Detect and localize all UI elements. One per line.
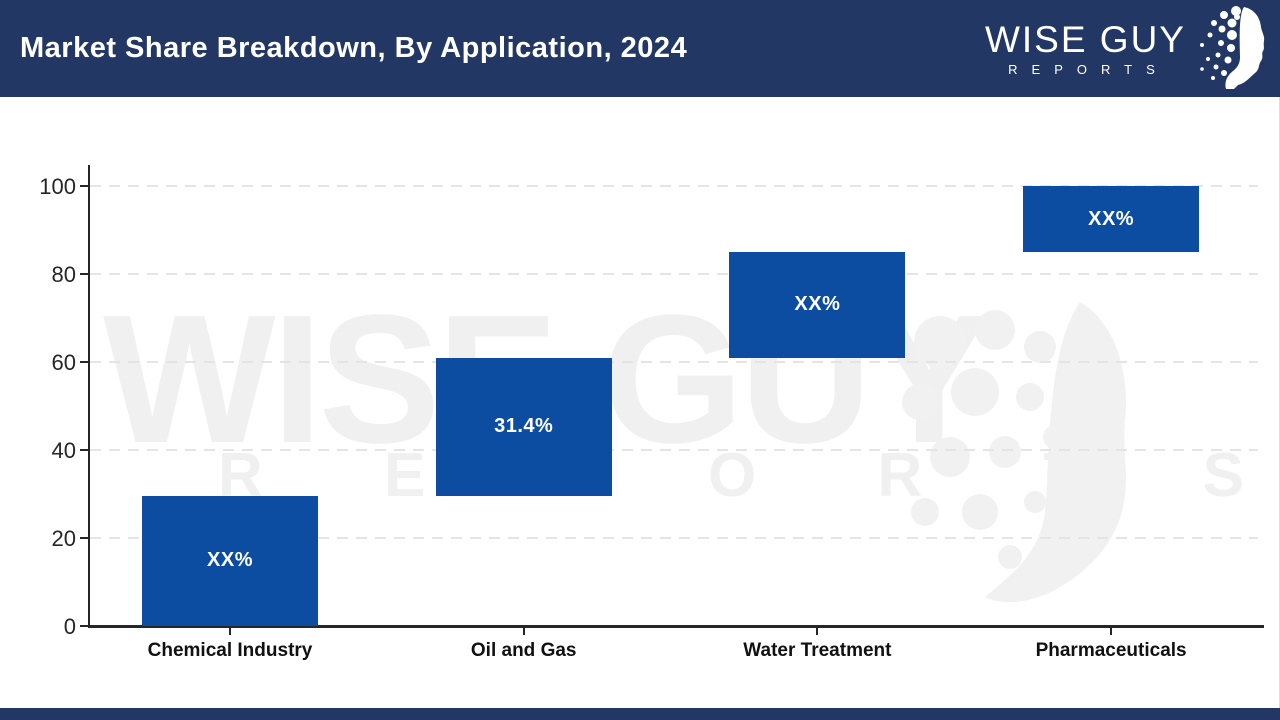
x-tick-label-water-treatment: Water Treatment <box>743 640 892 661</box>
y-tick-label-60: 60 <box>51 350 76 375</box>
x-tick-label-pharmaceuticals: Pharmaceuticals <box>1035 640 1187 661</box>
x-tick-mark-pharmaceuticals <box>1110 628 1113 635</box>
y-tick-label-0: 0 <box>63 614 76 639</box>
header-band: Market Share Breakdown, By Application, … <box>0 0 1280 97</box>
y-tick-label-20: 20 <box>51 526 76 551</box>
bar-oil-and-gas: 31.4% <box>435 357 612 496</box>
x-tick-label-oil-and-gas: Oil and Gas <box>470 640 577 661</box>
logo-subtitle: REPORTS <box>1008 62 1169 77</box>
bar-value-label-chemical-industry: XX% <box>207 549 253 572</box>
dotted-head-icon <box>1188 3 1266 94</box>
y-tick-mark-0 <box>80 625 88 627</box>
bar-water-treatment: XX% <box>729 252 906 358</box>
gridline-80 <box>90 273 1258 275</box>
y-tick-mark-20 <box>80 537 88 539</box>
wise-guy-reports-logo: WISE GUY REPORTS <box>985 3 1280 94</box>
bar-value-label-oil-and-gas: 31.4% <box>494 415 554 438</box>
y-tick-label-80: 80 <box>51 262 76 287</box>
y-tick-label-100: 100 <box>39 174 76 199</box>
x-tick-label-chemical-industry: Chemical Industry <box>147 640 313 661</box>
x-tick-mark-chemical-industry <box>229 628 231 635</box>
bar-value-label-pharmaceuticals: XX% <box>1088 207 1135 230</box>
x-tick-mark-water-treatment <box>816 628 819 635</box>
bar-pharmaceuticals: XX% <box>1023 186 1200 252</box>
logo-text: WISE GUY REPORTS <box>985 21 1186 76</box>
logo-wordmark: WISE GUY <box>984 19 1186 60</box>
bar-value-label-water-treatment: XX% <box>794 293 841 316</box>
y-axis-line <box>88 165 90 625</box>
y-tick-mark-40 <box>80 449 88 451</box>
gridline-40 <box>90 449 1258 451</box>
x-tick-mark-oil-and-gas <box>522 628 525 635</box>
y-tick-mark-100 <box>80 185 88 187</box>
x-axis-line <box>88 625 1264 628</box>
gridline-20 <box>90 537 1258 539</box>
page-title: Market Share Breakdown, By Application, … <box>20 32 688 64</box>
bar-chemical-industry: XX% <box>142 495 318 626</box>
gridline-100 <box>90 185 1258 187</box>
y-tick-mark-60 <box>80 361 88 363</box>
y-tick-mark-80 <box>80 273 88 275</box>
gridline-60 <box>90 361 1258 363</box>
y-tick-label-40: 40 <box>51 438 76 463</box>
footer-band <box>0 708 1280 720</box>
watermark-dotted-head-icon <box>855 212 1155 617</box>
chart-area: WISE GUY R E P O R T S 0 20 40 60 80 100 XX% 3… <box>0 97 1280 708</box>
